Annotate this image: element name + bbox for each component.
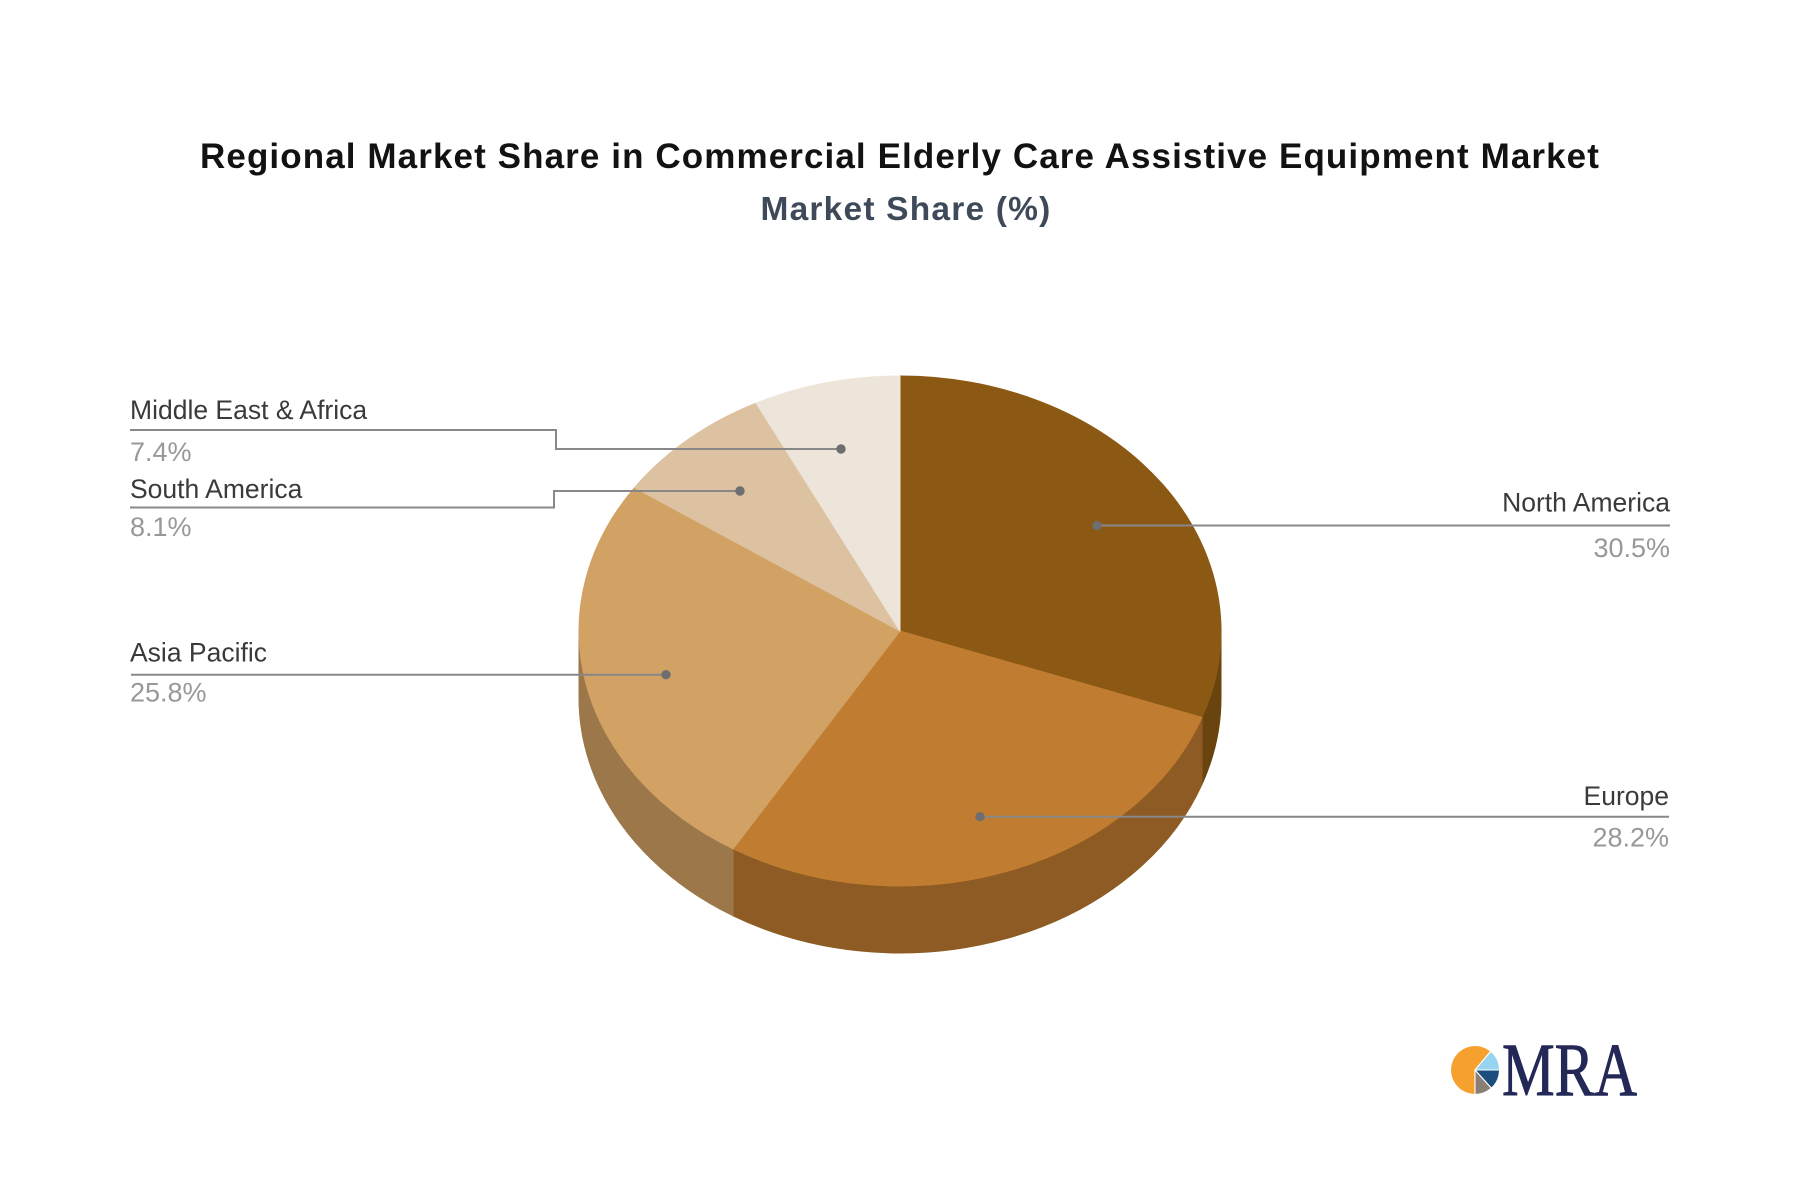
- svg-text:Market Share (%): Market Share (%): [760, 191, 1051, 228]
- svg-text:25.8%: 25.8%: [130, 678, 207, 708]
- svg-text:North America: North America: [1502, 488, 1670, 518]
- svg-text:30.5%: 30.5%: [1593, 533, 1670, 563]
- svg-text:Regional Market Share in Comme: Regional Market Share in Commercial Elde…: [200, 137, 1600, 176]
- svg-text:MRA: MRA: [1502, 1029, 1637, 1112]
- svg-text:8.1%: 8.1%: [130, 512, 192, 542]
- svg-text:28.2%: 28.2%: [1592, 823, 1669, 853]
- svg-text:South America: South America: [130, 474, 303, 504]
- svg-text:Middle East & Africa: Middle East & Africa: [130, 395, 367, 425]
- svg-text:Asia Pacific: Asia Pacific: [130, 637, 267, 667]
- svg-text:7.4%: 7.4%: [130, 437, 192, 467]
- svg-text:Europe: Europe: [1584, 781, 1669, 811]
